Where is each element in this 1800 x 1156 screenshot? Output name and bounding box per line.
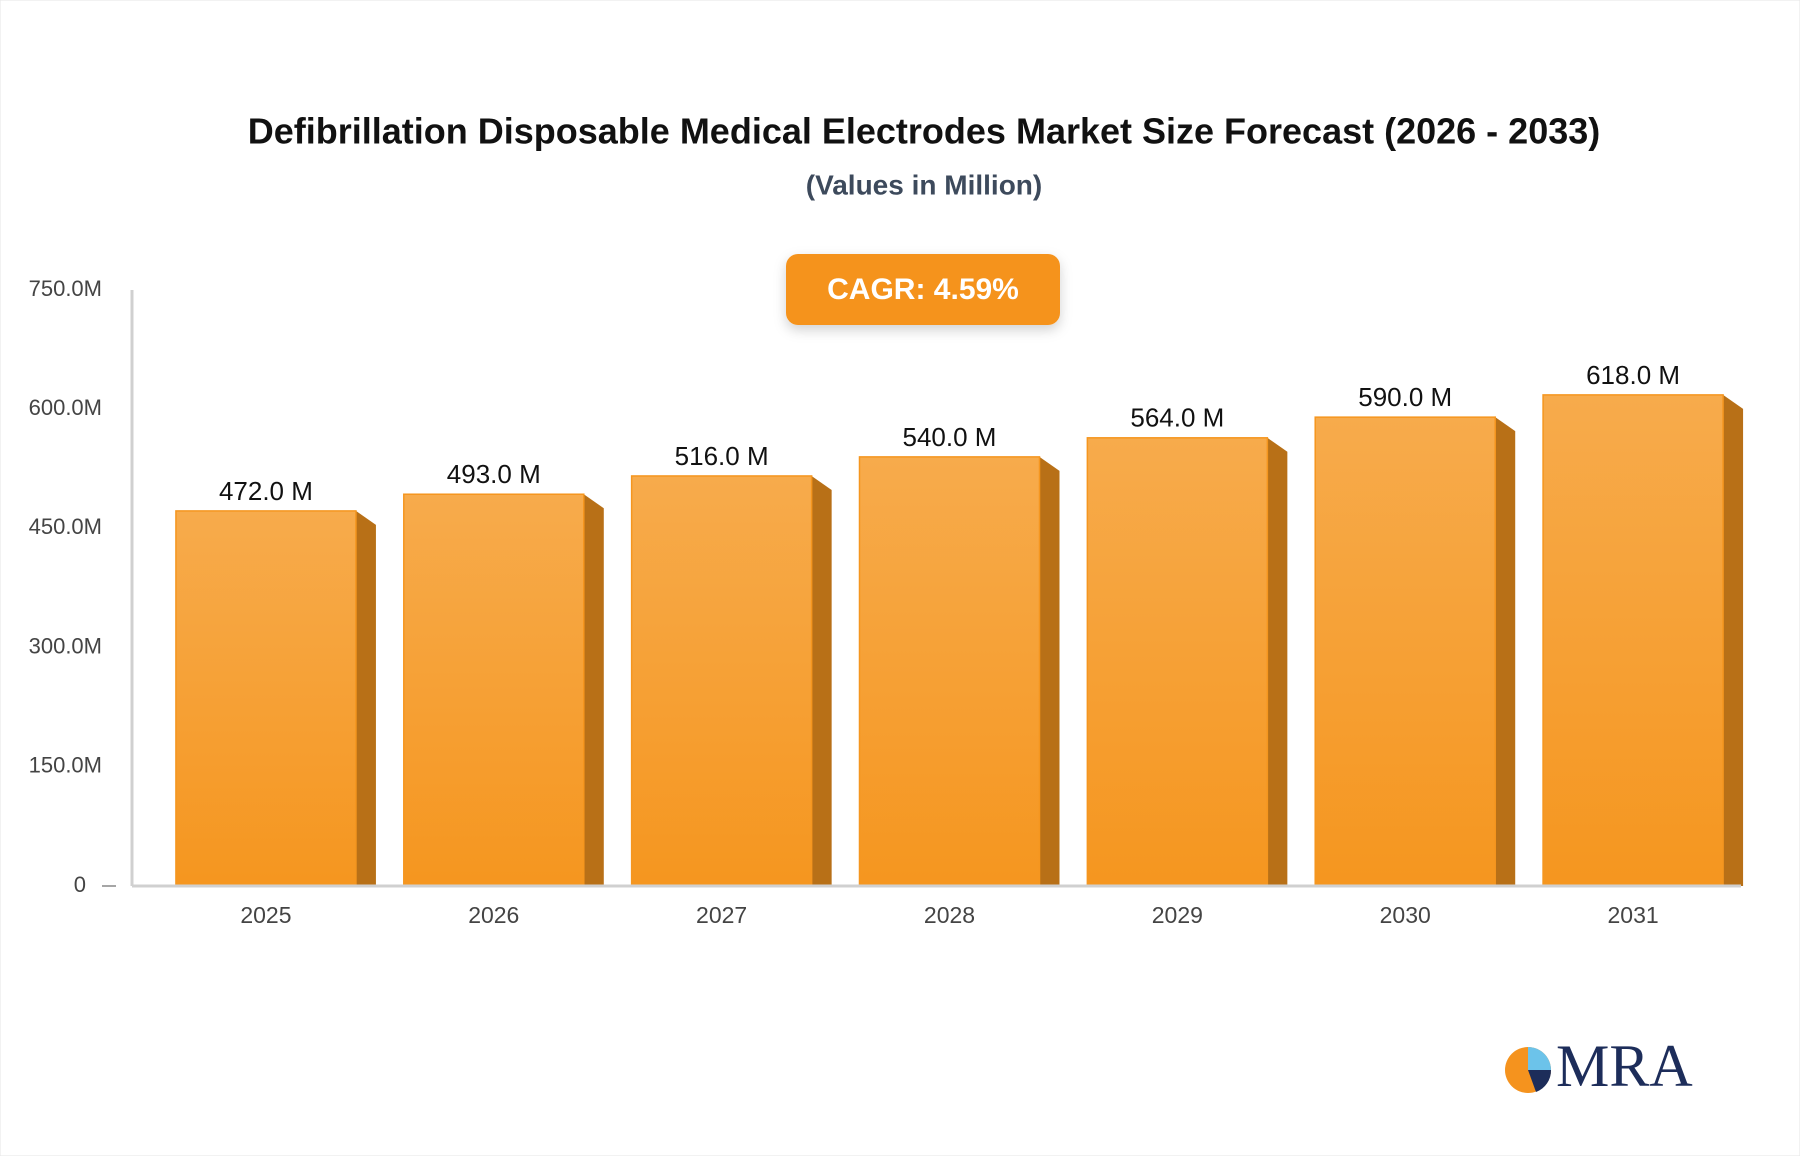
x-tick-label: 2027	[696, 902, 747, 928]
y-tick-label: 300.0M	[29, 633, 102, 658]
data-label: 564.0 M	[1130, 403, 1224, 433]
logo-icon-slice	[1528, 1070, 1552, 1092]
data-label: 618.0 M	[1586, 360, 1680, 390]
bar	[1542, 394, 1724, 887]
x-tick-label: 2029	[1152, 902, 1203, 928]
cagr-label: CAGR: 4.59%	[827, 273, 1019, 306]
x-tick-label: 2030	[1380, 902, 1431, 928]
logo: MRA	[1505, 1033, 1693, 1099]
chart-subtitle: (Values in Million)	[806, 169, 1042, 200]
x-tick-label: 2025	[240, 902, 291, 928]
bar-side	[1723, 394, 1744, 886]
bar	[175, 510, 357, 887]
bar-side	[583, 494, 604, 886]
bar	[630, 475, 813, 887]
data-label: 472.0 M	[219, 476, 313, 506]
logo-icon-slice	[1528, 1047, 1551, 1070]
y-tick-label: 150.0M	[29, 753, 102, 778]
bar	[403, 493, 585, 887]
data-label: 590.0 M	[1358, 382, 1452, 412]
bar-side	[811, 475, 832, 886]
bar	[1086, 437, 1269, 887]
chart-title: Defibrillation Disposable Medical Electr…	[248, 111, 1601, 152]
x-tick-label: 2026	[468, 902, 519, 928]
x-tick-label: 2031	[1607, 902, 1658, 928]
bar-side	[355, 510, 376, 886]
y-tick-label: 600.0M	[29, 395, 102, 420]
logo-text: MRA	[1556, 1033, 1693, 1099]
y-tick-label: 450.0M	[29, 514, 102, 539]
cagr-badge	[786, 254, 1060, 325]
x-tick-label: 2028	[924, 902, 975, 928]
bar	[1314, 416, 1496, 887]
bar	[858, 456, 1041, 887]
bar-side	[1267, 437, 1288, 886]
bar-side	[1495, 417, 1516, 886]
data-label: 493.0 M	[447, 459, 541, 489]
bar-side	[1039, 456, 1060, 886]
y-tick-label: 750.0M	[29, 276, 102, 301]
y-tick-label: 0	[74, 872, 86, 897]
data-label: 540.0 M	[903, 422, 997, 452]
data-label: 516.0 M	[675, 441, 769, 471]
